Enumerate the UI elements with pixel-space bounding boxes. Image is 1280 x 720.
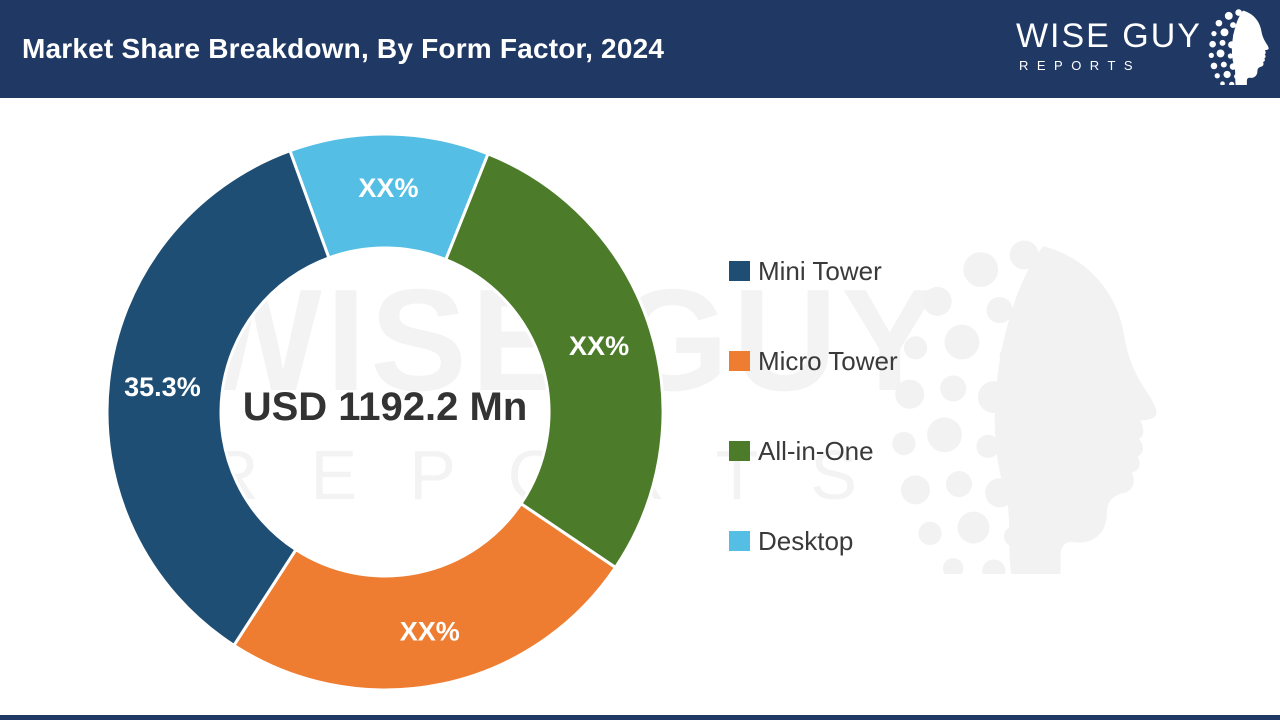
legend-swatch-all-in-one	[729, 441, 750, 461]
legend-label: All-in-One	[758, 436, 874, 466]
donut-segment-mini-tower[interactable]	[105, 148, 331, 648]
legend-swatch-desktop	[729, 531, 750, 551]
brand-logo: WISE GUY REPORTS	[1016, 6, 1270, 85]
donut-segment-micro-tower[interactable]	[231, 501, 618, 692]
page-title: Market Share Breakdown, By Form Factor, …	[22, 33, 665, 64]
legend-label: Desktop	[758, 526, 854, 556]
donut-segment-all-in-one[interactable]	[443, 151, 665, 570]
legend-label: Mini Tower	[758, 256, 882, 286]
brand-logo-line1: WISE GUY	[1015, 17, 1202, 56]
legend-swatch-micro-tower	[729, 351, 750, 371]
legend-item-micro-tower[interactable]: Micro Tower	[729, 340, 898, 382]
legend-swatch-mini-tower	[729, 261, 750, 281]
brand-head-icon	[1208, 9, 1269, 85]
donut-chart: XX% XX% XX% 35.3%	[105, 132, 665, 692]
brand-logo-line2: REPORTS	[1018, 57, 1142, 73]
legend-item-mini-tower[interactable]: Mini Tower	[729, 250, 898, 292]
segment-value-label-all-in-one: XX%	[569, 331, 629, 361]
header-bar: Market Share Breakdown, By Form Factor, …	[0, 0, 1280, 98]
footer-bar	[0, 715, 1280, 720]
segment-value-label-mini-tower: 35.3%	[124, 372, 201, 402]
segment-value-label-desktop: XX%	[358, 173, 418, 203]
legend-item-desktop[interactable]: Desktop	[729, 520, 898, 562]
segment-value-label-micro-tower: XX%	[400, 616, 460, 646]
watermark-head-icon	[892, 240, 1157, 574]
legend-item-all-in-one[interactable]: All-in-One	[729, 430, 898, 472]
brand-logo-text: WISE GUY REPORTS	[1015, 17, 1202, 73]
legend-label: Micro Tower	[758, 346, 898, 376]
chart-legend: Mini Tower Micro Tower All-in-One Deskto…	[729, 250, 898, 610]
